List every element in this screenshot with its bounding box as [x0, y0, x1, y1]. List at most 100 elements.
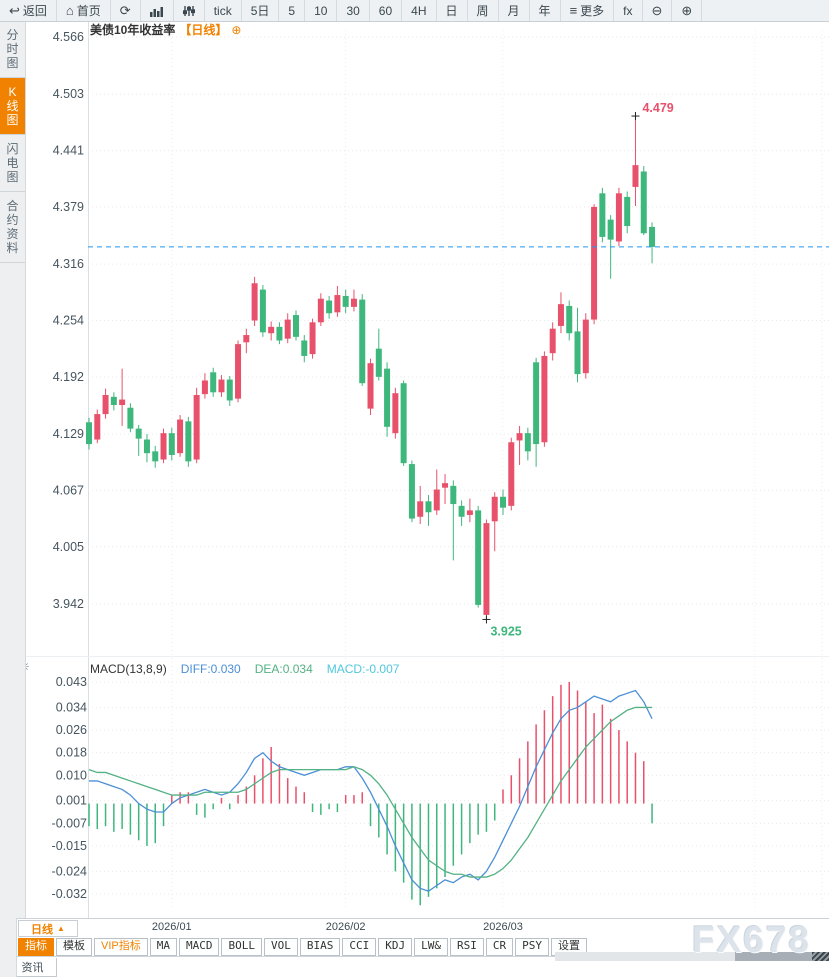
svg-text:0.043: 0.043 [56, 675, 87, 689]
toolbar-button-refresh[interactable]: ⟳ [111, 0, 141, 21]
tab-VIP指标[interactable]: VIP指标 [94, 937, 148, 956]
toolbar-button-more[interactable]: ≡ 更多 [561, 0, 615, 21]
svg-text:4.254: 4.254 [53, 314, 84, 328]
indicator-button-PSY[interactable]: PSY [515, 937, 549, 956]
news-tab-label: 资讯 [21, 962, 44, 974]
zoom-in-icon: ⊕ [681, 2, 693, 18]
horizontal-scrollbar[interactable] [555, 952, 829, 961]
svg-text:0.018: 0.018 [56, 746, 87, 760]
macd-diff-value: DIFF:0.030 [180, 662, 241, 676]
macd-hist-value: MACD:-0.007 [326, 662, 400, 676]
indicator-button-CCI[interactable]: CCI [342, 937, 377, 956]
toolbar-button-daily[interactable]: 日 [437, 0, 468, 21]
macd-plot [88, 682, 653, 906]
resize-grip-icon[interactable] [812, 952, 829, 961]
annotations: 4.479 3.925 [88, 101, 829, 638]
zoom-out-icon: ⊖ [651, 2, 663, 18]
toolbar-button-formula[interactable]: fx [614, 0, 643, 21]
toolbar-button-monthly[interactable]: 月 [499, 0, 530, 21]
indicator-button-BOLL[interactable]: BOLL [221, 937, 262, 956]
svg-text:0.010: 0.010 [56, 768, 87, 782]
toolbar-button-tick[interactable]: tick [205, 0, 242, 21]
chart-title-row: 美债10年收益率 【日线】 ⊕ [90, 22, 242, 38]
indicator-button-设置[interactable]: 设置 [550, 937, 587, 956]
svg-text:0.026: 0.026 [56, 723, 87, 737]
toolbar-button-zoom-out[interactable]: ⊖ [643, 0, 673, 21]
svg-text:4.129: 4.129 [53, 427, 84, 441]
svg-text:-0.024: -0.024 [52, 864, 87, 878]
home-icon: ⌂ [65, 2, 74, 18]
x-axis-label: 2026/03 [483, 921, 523, 933]
svg-text:4.192: 4.192 [53, 370, 84, 384]
toolbar-button-weekly[interactable]: 周 [468, 0, 499, 21]
sidebar-bottom-block [0, 918, 17, 977]
low-annotation: 3.925 [490, 624, 521, 638]
sidebar-item-contract-info[interactable]: 合约资料 [0, 192, 25, 263]
svg-text:-0.007: -0.007 [52, 816, 87, 830]
sidebar-item-time-chart[interactable]: 分时图 [0, 21, 25, 78]
svg-text:3.942: 3.942 [53, 597, 84, 611]
toolbar-button-min60[interactable]: 60 [370, 0, 403, 21]
svg-text:0.001: 0.001 [56, 794, 87, 808]
top-toolbar: ↩ 返回 ⌂ 首页 ⟳ tick 5日 5 10 30 60 4H 日周月年 ≡ 更多 fx ⊖ ⊕ [0, 0, 829, 22]
svg-text:4.379: 4.379 [53, 200, 84, 214]
dea-line [88, 706, 653, 878]
toolbar-button-zoom-in[interactable]: ⊕ [672, 0, 703, 21]
bar-chart-icon [149, 5, 164, 17]
svg-text:4.503: 4.503 [53, 87, 84, 101]
indicator-button-VOL[interactable]: VOL [263, 937, 298, 956]
gridlines [16, 22, 829, 918]
toolbar-button-back[interactable]: ↩ 返回 [0, 0, 57, 21]
toolbar-button-home[interactable]: ⌂ 首页 [57, 0, 111, 21]
x-axis-label: 2026/02 [325, 921, 366, 933]
high-annotation: 4.479 [642, 101, 673, 115]
indicator-button-MA[interactable]: MA [149, 937, 177, 956]
toolbar-button-five-day[interactable]: 5日 [242, 0, 280, 21]
svg-text:-0.015: -0.015 [52, 839, 87, 853]
indicator-button-BIAS[interactable]: BIAS [299, 937, 341, 956]
svg-text:4.316: 4.316 [53, 257, 84, 271]
svg-text:4.005: 4.005 [53, 540, 84, 554]
toolbar-button-chart-type[interactable] [141, 0, 174, 21]
scrollbar-handle[interactable] [735, 952, 812, 961]
time-axis-strip: 日线 ▲ 2026/01 2026/02 2026/03 [0, 918, 829, 938]
svg-text:4.566: 4.566 [53, 30, 84, 44]
diff-line [89, 689, 653, 892]
period-label: 日线 [31, 923, 54, 936]
indicator-button-LW&[interactable]: LW& [414, 937, 448, 956]
toolbar-button-min10[interactable]: 10 [305, 0, 338, 21]
sidebar-item-lightning-chart[interactable]: 闪电图 [0, 135, 25, 192]
indicator-button-MACD[interactable]: MACD [178, 937, 220, 956]
sliders-icon [182, 5, 195, 17]
indicator-button-CR[interactable]: CR [485, 937, 514, 956]
tab-模板[interactable]: 模板 [56, 937, 92, 956]
chart-period-tag: 【日线】 [179, 23, 228, 37]
indicator-button-RSI[interactable]: RSI [449, 937, 484, 956]
x-axis-label: 2026/01 [151, 921, 192, 933]
axis-labels: 4.566 4.503 4.441 4.379 4.316 4.254 4.192 4.129… [52, 30, 88, 901]
indicator-button-KDJ[interactable]: KDJ [378, 937, 413, 956]
toolbar-button-indicator-settings[interactable] [174, 0, 205, 21]
macd-name-label: MACD(13,8,9) [90, 662, 167, 676]
svg-text:0.034: 0.034 [56, 700, 87, 714]
menu-icon: ≡ [569, 2, 578, 18]
indicator-toolbar: 指标 模板 VIP指标 MA MACD BOLL VOL BIAS CCI KDJ LW& RSI CR… [0, 937, 829, 957]
period-selector[interactable]: 日线 ▲ [18, 920, 78, 937]
svg-text:4.441: 4.441 [53, 144, 84, 158]
triangle-up-icon: ▲ [57, 924, 65, 933]
macd-label-row: MACD(13,8,9) DIFF:0.030 DEA:0.034 MACD:-… [90, 662, 399, 676]
tab-指标[interactable]: 指标 [18, 937, 54, 956]
toolbar-button-min30[interactable]: 30 [337, 0, 370, 21]
candles [86, 116, 656, 620]
toolbar-button-yearly[interactable]: 年 [530, 0, 561, 21]
svg-text:4.067: 4.067 [53, 483, 84, 497]
refresh-icon: ⟳ [119, 2, 131, 18]
add-indicator-icon[interactable]: ⊕ [231, 22, 242, 37]
macd-dea-value: DEA:0.034 [254, 662, 313, 676]
toolbar-button-min5[interactable]: 5 [279, 0, 306, 21]
toolbar-button-hour4[interactable]: 4H [402, 0, 437, 21]
